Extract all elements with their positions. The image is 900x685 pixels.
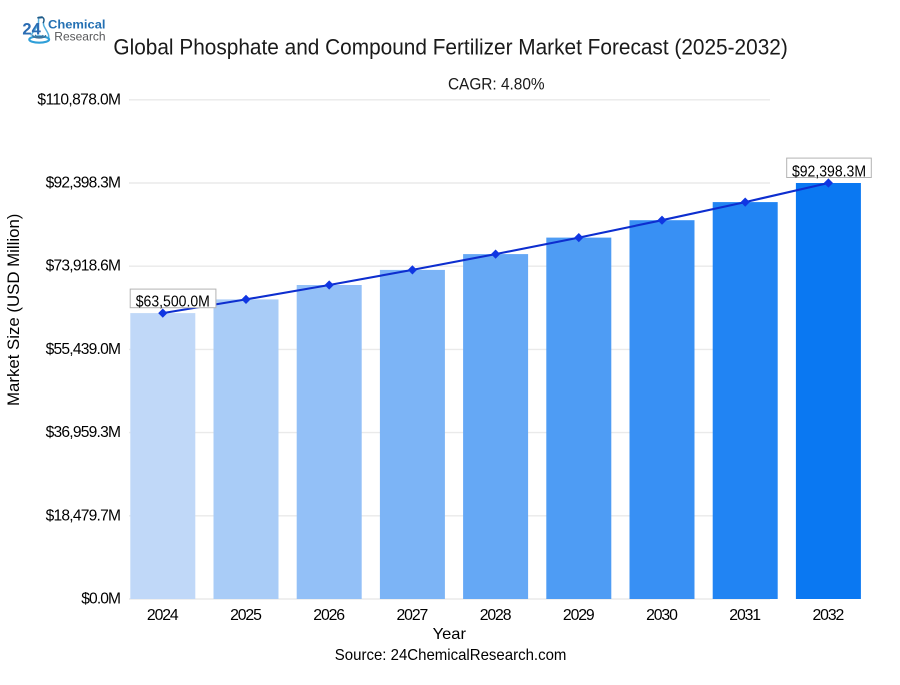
- svg-text:2027: 2027: [397, 607, 429, 624]
- svg-text:$92,398.3M: $92,398.3M: [792, 163, 866, 180]
- svg-text:2024: 2024: [147, 607, 179, 624]
- svg-text:Source: 24ChemicalResearch.com: Source: 24ChemicalResearch.com: [335, 647, 567, 664]
- svg-text:Research: Research: [54, 30, 105, 44]
- svg-text:$73,918.6M: $73,918.6M: [46, 258, 121, 275]
- svg-text:2029: 2029: [563, 607, 595, 624]
- svg-text:2025: 2025: [230, 607, 262, 624]
- svg-text:Global Phosphate and Compound: Global Phosphate and Compound Fertilizer…: [113, 35, 787, 60]
- svg-text:$55,439.0M: $55,439.0M: [46, 341, 121, 358]
- svg-text:2031: 2031: [729, 607, 761, 624]
- svg-text:2028: 2028: [480, 607, 512, 624]
- svg-text:$0.0M: $0.0M: [81, 591, 121, 608]
- svg-text:Market Size (USD Million): Market Size (USD Million): [4, 214, 23, 406]
- svg-text:2032: 2032: [813, 607, 845, 624]
- svg-text:$110,878.0M: $110,878.0M: [37, 91, 121, 108]
- svg-text:2026: 2026: [313, 607, 345, 624]
- svg-text:Chemical: Chemical: [48, 18, 106, 32]
- svg-text:$36,959.3M: $36,959.3M: [46, 424, 121, 441]
- svg-text:CAGR: 4.80%: CAGR: 4.80%: [448, 75, 545, 93]
- svg-text:$63,500.0M: $63,500.0M: [136, 294, 210, 311]
- svg-text:Year: Year: [433, 626, 467, 643]
- svg-text:2030: 2030: [646, 607, 678, 624]
- svg-text:$18,479.7M: $18,479.7M: [46, 507, 121, 524]
- svg-text:$92,398.3M: $92,398.3M: [46, 175, 121, 192]
- svg-text:24: 24: [22, 21, 41, 39]
